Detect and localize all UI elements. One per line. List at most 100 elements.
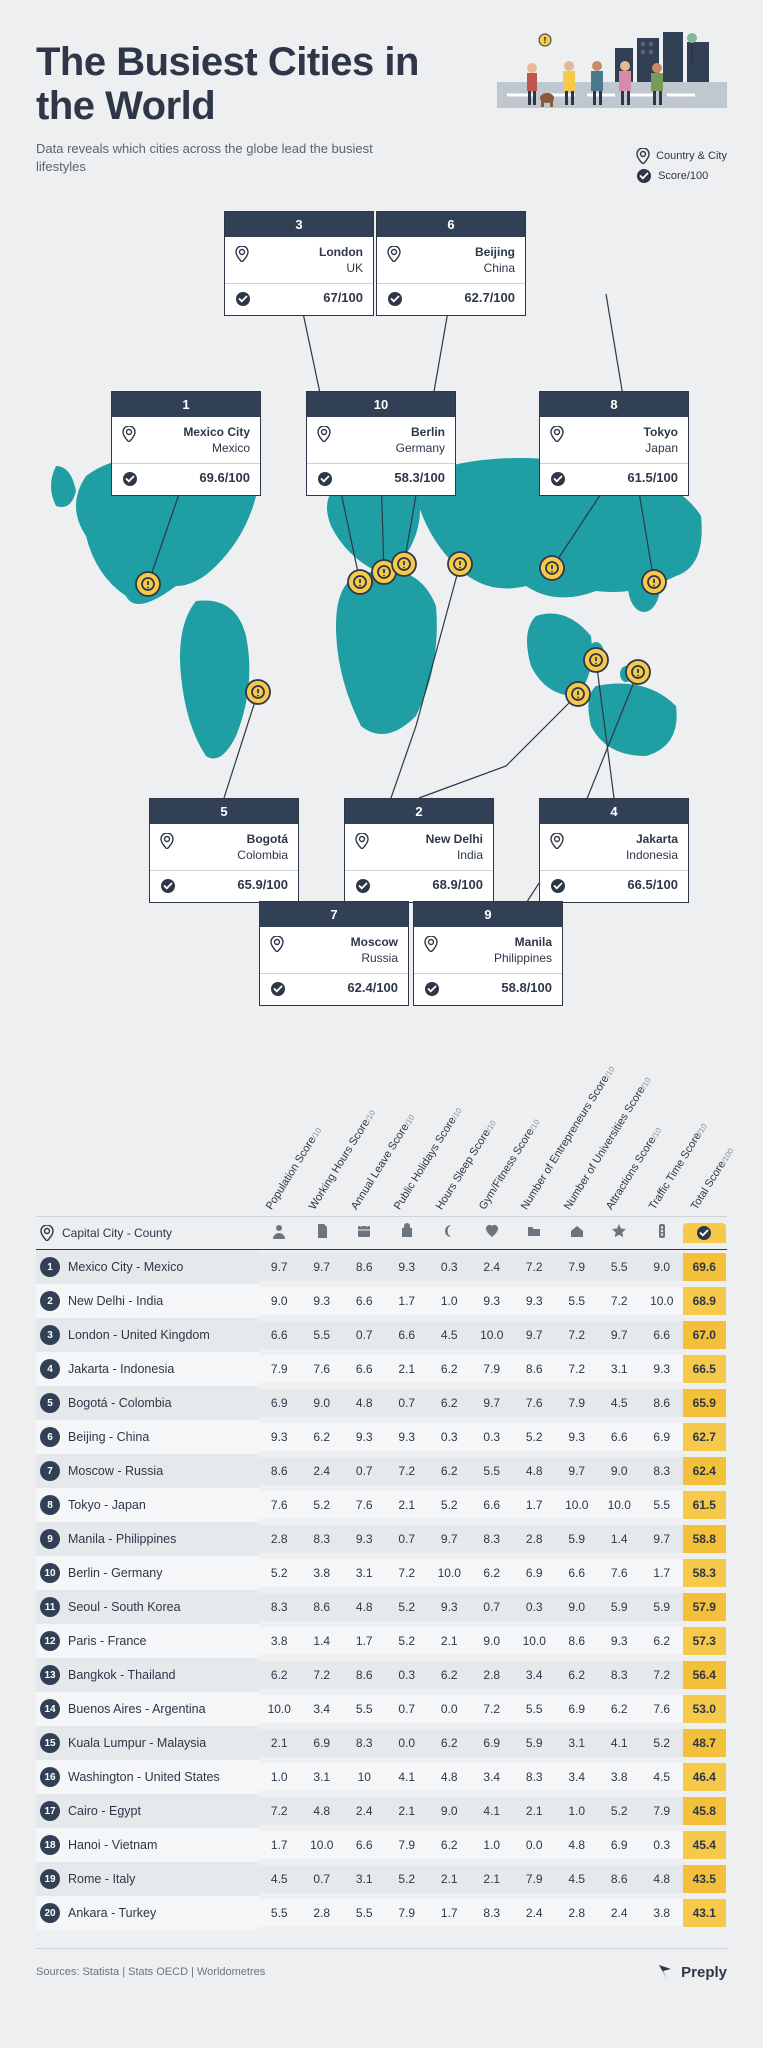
table-cell: 1.4 bbox=[598, 1525, 641, 1553]
table-cell: 6.9 bbox=[598, 1831, 641, 1859]
card-city: Jakarta bbox=[570, 832, 678, 848]
table-cell: 4.1 bbox=[471, 1797, 514, 1825]
table-cell: 10.0 bbox=[428, 1559, 471, 1587]
table-cell: 4.1 bbox=[598, 1729, 641, 1757]
table-cell: 3.4 bbox=[301, 1695, 344, 1723]
data-table: Population Score/10Working Hours Score/1… bbox=[36, 1046, 727, 1930]
table-cell: 5.2 bbox=[386, 1865, 429, 1893]
check-icon bbox=[160, 878, 176, 894]
table-cell: 9.3 bbox=[598, 1627, 641, 1655]
table-cell: 8.6 bbox=[343, 1661, 386, 1689]
table-cell-total: 61.5 bbox=[683, 1491, 726, 1519]
table-cell: 2.1 bbox=[386, 1355, 429, 1383]
table-cell: 0.3 bbox=[428, 1423, 471, 1451]
table-row: 17 Cairo - Egypt 7.24.82.42.19.04.12.11.… bbox=[36, 1794, 727, 1828]
table-cell: 10.0 bbox=[301, 1831, 344, 1859]
table-cell: 5.2 bbox=[641, 1729, 684, 1757]
table-cell: 6.6 bbox=[258, 1321, 301, 1349]
table-row: 8 Tokyo - Japan 7.65.27.62.15.26.61.710.… bbox=[36, 1488, 727, 1522]
table-cell: 6.6 bbox=[343, 1831, 386, 1859]
pin-icon bbox=[550, 426, 564, 442]
table-row: 6 Beijing - China 9.36.29.39.30.30.35.29… bbox=[36, 1420, 727, 1454]
table-cell: 7.6 bbox=[343, 1491, 386, 1519]
table-cell: 0.0 bbox=[386, 1729, 429, 1757]
table-cell: 9.3 bbox=[386, 1423, 429, 1451]
check-icon bbox=[683, 1223, 726, 1243]
card-country: Colombia bbox=[237, 848, 288, 862]
table-cell: 0.7 bbox=[386, 1695, 429, 1723]
table-cell: 9.3 bbox=[428, 1593, 471, 1621]
table-row: 19 Rome - Italy 4.50.73.15.22.12.17.94.5… bbox=[36, 1862, 727, 1896]
card-rank: 5 bbox=[150, 799, 298, 824]
table-cell: 6.2 bbox=[641, 1627, 684, 1655]
table-cell: 8.6 bbox=[598, 1865, 641, 1893]
card-score: 61.5/100 bbox=[572, 470, 678, 485]
table-cell: 6.9 bbox=[556, 1695, 599, 1723]
table-cell: 4.8 bbox=[556, 1831, 599, 1859]
table-cell: 3.4 bbox=[556, 1763, 599, 1791]
card-score: 62.7/100 bbox=[409, 290, 515, 305]
table-cell: 6.9 bbox=[471, 1729, 514, 1757]
table-cell-total: 58.3 bbox=[683, 1559, 726, 1587]
row-rank: 11 bbox=[40, 1597, 60, 1617]
table-cell: 8.6 bbox=[641, 1389, 684, 1417]
table-cell: 10.0 bbox=[513, 1627, 556, 1655]
table-cell: 8.3 bbox=[258, 1593, 301, 1621]
table-cell-total: 43.1 bbox=[683, 1899, 726, 1927]
table-cell: 4.8 bbox=[343, 1593, 386, 1621]
table-cell: 4.8 bbox=[428, 1763, 471, 1791]
row-rank: 8 bbox=[40, 1495, 60, 1515]
table-row: 3 London - United Kingdom 6.65.50.76.64.… bbox=[36, 1318, 727, 1352]
table-cell: 9.3 bbox=[258, 1423, 301, 1451]
row-rank: 5 bbox=[40, 1393, 60, 1413]
row-label: Beijing - China bbox=[68, 1430, 149, 1444]
table-cell: 5.5 bbox=[343, 1695, 386, 1723]
table-cell: 9.3 bbox=[513, 1287, 556, 1315]
table-cell: 0.7 bbox=[386, 1525, 429, 1553]
table-cell-total: 65.9 bbox=[683, 1389, 726, 1417]
table-cell: 8.6 bbox=[258, 1457, 301, 1485]
check-icon bbox=[122, 471, 138, 487]
table-cell: 1.0 bbox=[471, 1831, 514, 1859]
table-cell: 2.1 bbox=[428, 1627, 471, 1655]
card-rank: 8 bbox=[540, 392, 688, 417]
table-cell: 4.8 bbox=[513, 1457, 556, 1485]
card-country: Japan bbox=[645, 441, 678, 455]
table-cell: 9.3 bbox=[641, 1355, 684, 1383]
table-cell: 6.6 bbox=[343, 1355, 386, 1383]
map-marker bbox=[566, 682, 590, 706]
row-label: Jakarta - Indonesia bbox=[68, 1362, 174, 1376]
row-label: Rome - Italy bbox=[68, 1872, 135, 1886]
table-cell: 1.7 bbox=[641, 1559, 684, 1587]
table-row: 15 Kuala Lumpur - Malaysia 2.16.98.30.06… bbox=[36, 1726, 727, 1760]
table-row: 18 Hanoi - Vietnam 1.710.06.67.96.21.00.… bbox=[36, 1828, 727, 1862]
card-rank: 1 bbox=[112, 392, 260, 417]
table-cell-total: 57.3 bbox=[683, 1627, 726, 1655]
table-cell: 0.7 bbox=[471, 1593, 514, 1621]
table-cell: 3.4 bbox=[471, 1763, 514, 1791]
table-cell: 6.2 bbox=[598, 1695, 641, 1723]
table-cell: 0.3 bbox=[428, 1253, 471, 1281]
table-cell: 2.8 bbox=[301, 1899, 344, 1927]
row-label: Moscow - Russia bbox=[68, 1464, 163, 1478]
card-score: 62.4/100 bbox=[292, 980, 398, 995]
table-cell: 5.5 bbox=[513, 1695, 556, 1723]
row-label: Hanoi - Vietnam bbox=[68, 1838, 157, 1852]
table-cell: 9.7 bbox=[556, 1457, 599, 1485]
traffic-icon bbox=[641, 1223, 684, 1243]
pin-icon bbox=[355, 833, 369, 849]
table-cell: 8.3 bbox=[343, 1729, 386, 1757]
table-cell: 5.5 bbox=[258, 1899, 301, 1927]
brand-logo: Preply bbox=[657, 1963, 727, 1981]
table-cell: 7.2 bbox=[386, 1457, 429, 1485]
table-cell: 10 bbox=[343, 1763, 386, 1791]
card-rank: 7 bbox=[260, 902, 408, 927]
table-cell: 7.9 bbox=[471, 1355, 514, 1383]
map-marker bbox=[348, 570, 372, 594]
row-label: Bogotá - Colombia bbox=[68, 1396, 172, 1410]
row-rank: 4 bbox=[40, 1359, 60, 1379]
row-rank: 10 bbox=[40, 1563, 60, 1583]
table-cell: 9.3 bbox=[343, 1423, 386, 1451]
table-cell: 8.6 bbox=[513, 1355, 556, 1383]
table-cell: 4.1 bbox=[386, 1763, 429, 1791]
